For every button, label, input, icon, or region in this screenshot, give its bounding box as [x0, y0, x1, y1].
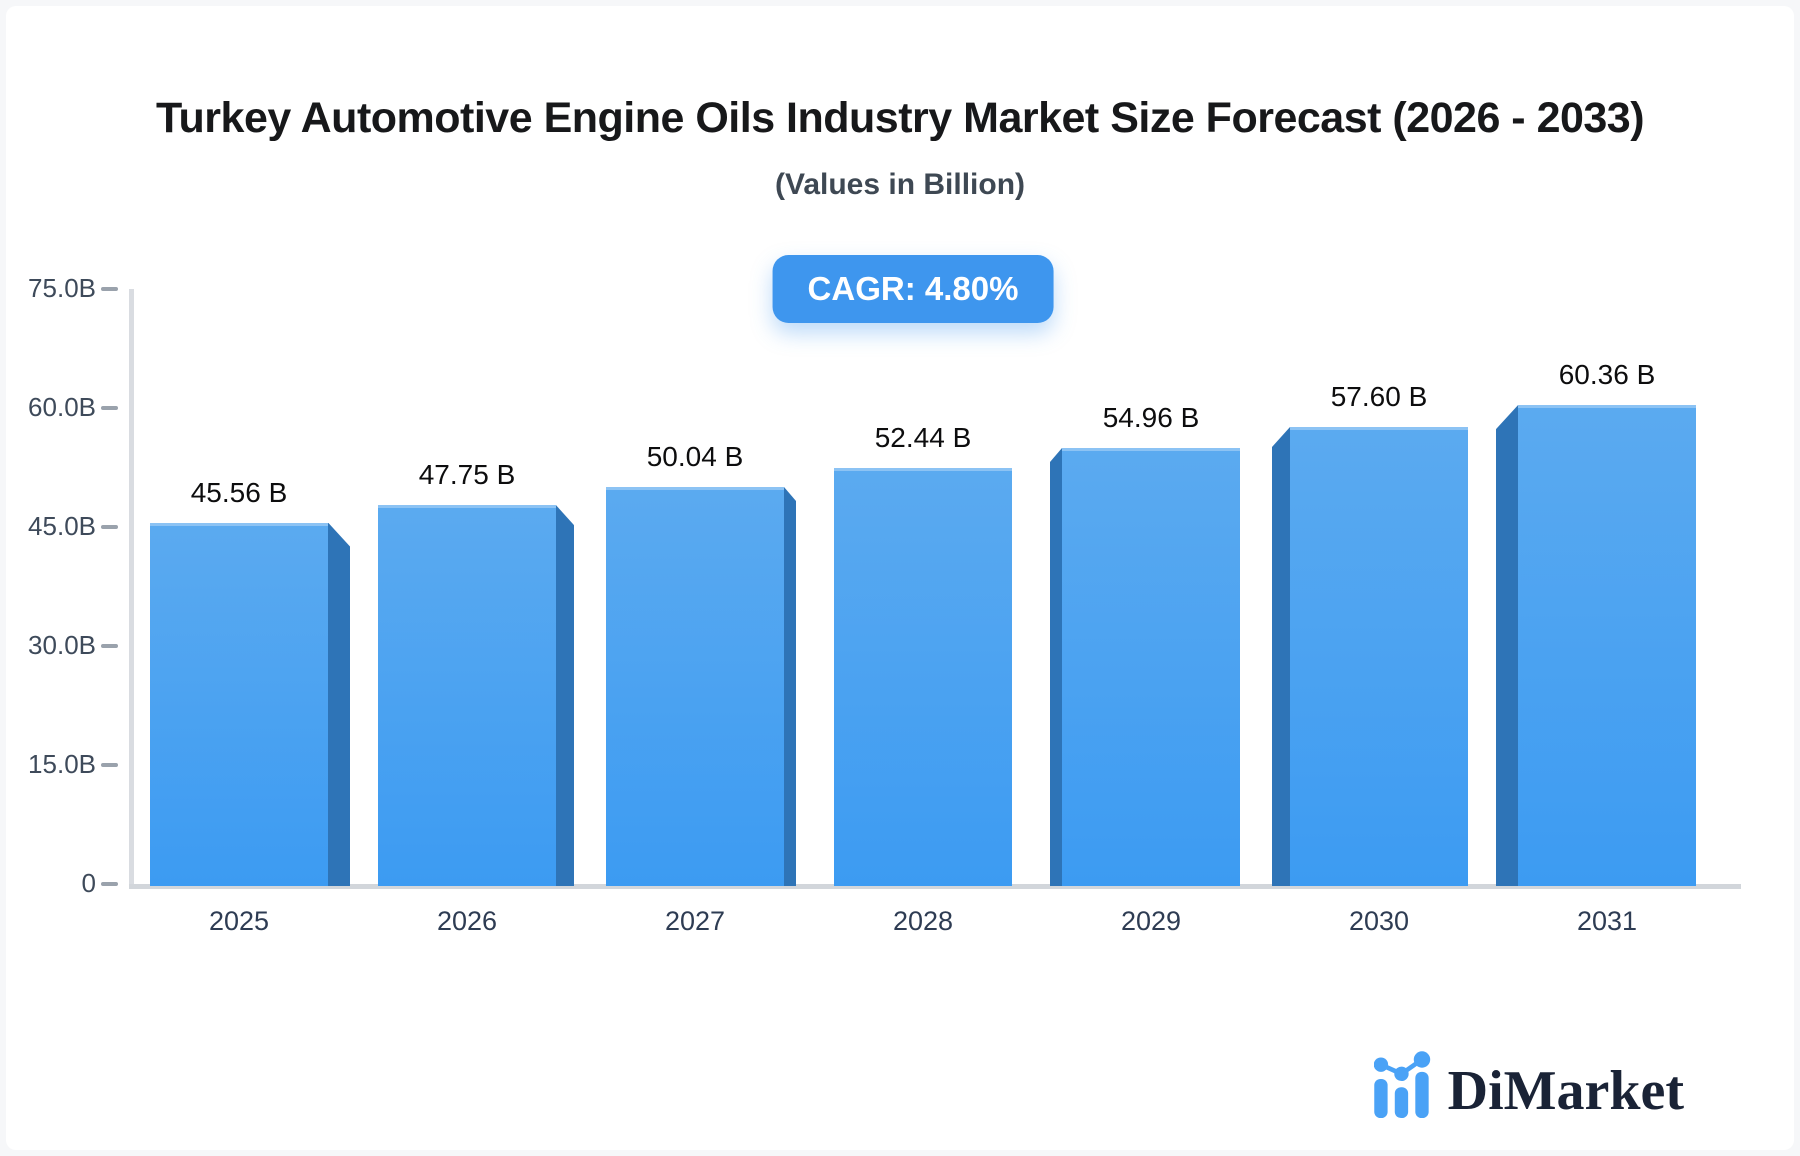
bar-2027[interactable]: [606, 487, 784, 886]
chart-subtitle: (Values in Billion): [774, 168, 1026, 201]
y-tick-label: 45.0B: [28, 511, 96, 541]
bar-value-label: 50.04 B: [646, 441, 744, 473]
x-axis-label: 2031: [1576, 906, 1638, 936]
y-tick-mark: [101, 406, 118, 410]
bar-value-label: 52.44 B: [874, 421, 972, 453]
bar-2025[interactable]: [150, 522, 328, 886]
chart-title: Turkey Automotive Engine Oils Industry M…: [155, 94, 1645, 142]
bar-2030[interactable]: [1290, 427, 1468, 886]
bar-2031[interactable]: [1518, 405, 1696, 886]
y-tick-label: 15.0B: [28, 749, 96, 779]
y-tick-mark: [101, 644, 118, 648]
x-axis-label: 2026: [436, 906, 498, 936]
bar-3d-side: [328, 522, 350, 886]
brand-name: DiMarket: [1447, 1059, 1684, 1122]
bar-value-label: 45.56 B: [190, 476, 288, 508]
bar-value-label: 57.60 B: [1330, 381, 1428, 413]
brand-logo: DiMarket: [1373, 1040, 1684, 1122]
bar-3d-side: [556, 505, 574, 886]
x-axis-label: 2027: [664, 906, 726, 936]
y-tick-label: 75.0B: [28, 273, 96, 303]
bar-3d-side: [784, 487, 796, 886]
y-tick-mark: [101, 882, 118, 886]
bar-2028[interactable]: [834, 467, 1012, 886]
x-axis-line: [129, 884, 1741, 889]
mini-bar-chart-icon: [1373, 1051, 1430, 1118]
x-axis-label: 2025: [208, 906, 270, 936]
bar-2029[interactable]: [1062, 447, 1240, 886]
bar-3d-side: [1496, 405, 1518, 886]
y-tick-mark: [101, 525, 118, 529]
cagr-badge: CAGR: 4.80%: [772, 255, 1054, 323]
x-axis-label: 2028: [892, 906, 954, 936]
x-axis-label: 2030: [1348, 906, 1410, 936]
y-axis-line: [129, 289, 134, 889]
y-tick-label: 60.0B: [28, 392, 96, 422]
y-tick-mark: [101, 763, 118, 767]
y-tick-mark: [101, 287, 118, 291]
y-tick-label: 0: [81, 868, 96, 898]
bar-3d-side: [1050, 447, 1062, 886]
bar-value-label: 60.36 B: [1558, 359, 1656, 391]
bar-3d-side: [1272, 427, 1290, 886]
bar-2026[interactable]: [378, 505, 556, 886]
y-tick-label: 30.0B: [28, 630, 96, 660]
bar-value-label: 54.96 B: [1102, 401, 1200, 433]
bar-value-label: 47.75 B: [418, 459, 516, 491]
x-axis-label: 2029: [1120, 906, 1182, 936]
